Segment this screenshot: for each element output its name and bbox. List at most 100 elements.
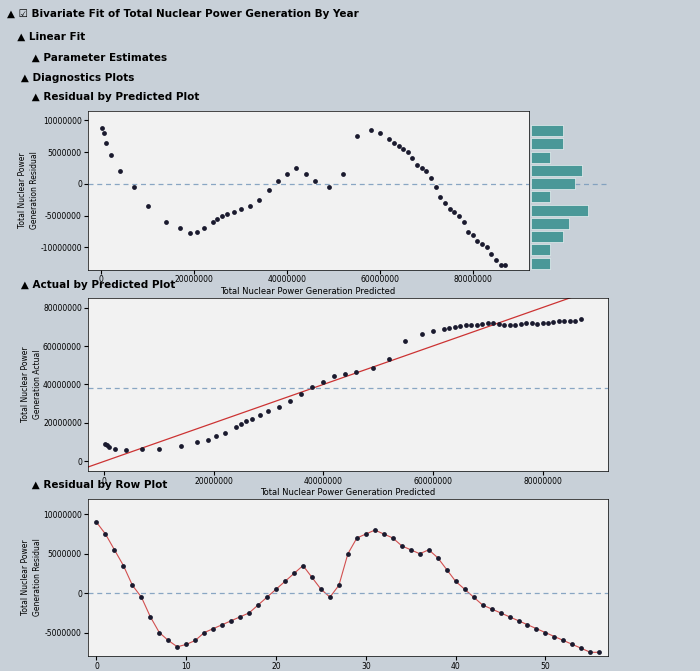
Point bbox=[101, 137, 112, 148]
Point bbox=[340, 368, 351, 379]
Text: ▲ Residual by Predicted Plot: ▲ Residual by Predicted Plot bbox=[10, 93, 199, 102]
Text: ▲ Residual by Row Plot: ▲ Residual by Row Plot bbox=[10, 480, 168, 490]
Point bbox=[460, 319, 471, 330]
Y-axis label: Total Nuclear Power
Generation Actual: Total Nuclear Power Generation Actual bbox=[21, 347, 41, 422]
Point bbox=[316, 584, 327, 595]
Y-axis label: Total Nuclear Power
Generation Residual: Total Nuclear Power Generation Residual bbox=[18, 151, 39, 229]
Bar bbox=[531, 138, 563, 149]
Point bbox=[444, 322, 455, 333]
Point bbox=[235, 204, 246, 215]
Point bbox=[198, 223, 209, 234]
Point bbox=[430, 182, 441, 193]
Point bbox=[288, 568, 300, 579]
Point bbox=[367, 363, 378, 374]
Point bbox=[449, 321, 461, 332]
Point bbox=[384, 353, 395, 364]
Point bbox=[211, 431, 222, 442]
Point bbox=[101, 440, 112, 450]
Point bbox=[405, 544, 416, 555]
Point bbox=[515, 319, 526, 329]
Point bbox=[290, 162, 302, 173]
Point bbox=[281, 169, 293, 180]
Bar bbox=[531, 191, 550, 202]
Point bbox=[145, 611, 156, 622]
Point bbox=[128, 182, 139, 193]
Point bbox=[318, 376, 329, 387]
Point bbox=[244, 607, 255, 618]
Bar bbox=[531, 218, 569, 229]
Point bbox=[246, 413, 258, 424]
Point bbox=[118, 560, 129, 571]
Point bbox=[307, 382, 318, 393]
Point bbox=[91, 517, 102, 527]
Point bbox=[127, 580, 138, 590]
Point bbox=[104, 442, 115, 452]
Point bbox=[477, 319, 488, 329]
Point bbox=[495, 260, 506, 270]
Point bbox=[542, 317, 554, 328]
Point bbox=[328, 370, 339, 381]
Point bbox=[426, 172, 437, 183]
Point bbox=[567, 639, 578, 650]
Point bbox=[351, 131, 363, 142]
Point bbox=[120, 444, 132, 455]
Point bbox=[172, 641, 183, 652]
Point bbox=[481, 242, 492, 253]
Point bbox=[253, 600, 264, 611]
Bar bbox=[531, 178, 575, 189]
Bar bbox=[531, 125, 563, 136]
Point bbox=[504, 611, 515, 622]
Point bbox=[477, 239, 488, 250]
X-axis label: Total Nuclear Power Generation Predicted: Total Nuclear Power Generation Predicted bbox=[260, 488, 435, 497]
Point bbox=[162, 635, 174, 646]
Point bbox=[374, 127, 386, 138]
Point bbox=[438, 323, 449, 334]
Point bbox=[324, 592, 335, 603]
Point bbox=[219, 427, 230, 438]
Point bbox=[181, 639, 192, 650]
Point bbox=[253, 195, 265, 205]
Point bbox=[262, 592, 273, 603]
Point bbox=[500, 260, 511, 270]
Point bbox=[498, 319, 510, 330]
Point bbox=[262, 406, 274, 417]
Point bbox=[285, 395, 296, 406]
Point bbox=[192, 437, 203, 448]
Point bbox=[455, 321, 466, 331]
Point bbox=[459, 584, 470, 595]
Point bbox=[342, 548, 354, 559]
Point bbox=[142, 201, 153, 211]
Point bbox=[235, 419, 246, 429]
Point bbox=[396, 541, 407, 552]
Point bbox=[351, 366, 362, 377]
Point bbox=[161, 217, 172, 227]
Text: ▲ Linear Fit: ▲ Linear Fit bbox=[10, 32, 85, 42]
Point bbox=[412, 160, 423, 170]
Point bbox=[531, 319, 542, 329]
Point bbox=[369, 525, 380, 535]
Point bbox=[279, 576, 290, 586]
Point bbox=[486, 248, 497, 259]
Point bbox=[97, 123, 108, 134]
Point bbox=[450, 576, 461, 586]
Point bbox=[234, 611, 246, 622]
Point bbox=[202, 435, 214, 446]
Point bbox=[255, 410, 266, 421]
Point bbox=[400, 336, 411, 346]
Point bbox=[109, 444, 120, 454]
Point bbox=[554, 315, 565, 326]
Point bbox=[272, 175, 284, 186]
Point bbox=[440, 197, 451, 208]
Point bbox=[384, 134, 395, 145]
Point bbox=[504, 319, 515, 330]
Point bbox=[488, 317, 499, 328]
Point bbox=[199, 627, 210, 638]
Point bbox=[468, 592, 480, 603]
Point bbox=[398, 144, 409, 154]
Point bbox=[510, 319, 521, 330]
Point bbox=[360, 529, 372, 539]
Text: ▲ ☑ Bivariate Fit of Total Nuclear Power Generation By Year: ▲ ☑ Bivariate Fit of Total Nuclear Power… bbox=[7, 9, 358, 19]
Text: ▲ Diagnostics Plots: ▲ Diagnostics Plots bbox=[10, 73, 135, 83]
Point bbox=[444, 204, 455, 215]
Point bbox=[493, 319, 504, 329]
